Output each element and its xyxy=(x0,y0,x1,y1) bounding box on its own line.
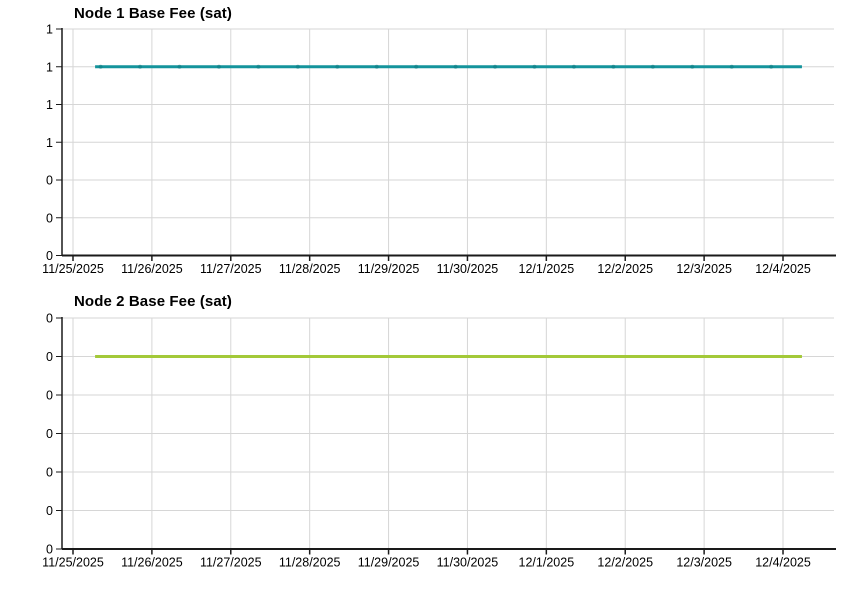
y-tick-label: 0 xyxy=(46,427,53,441)
y-tick-label: 1 xyxy=(46,60,53,74)
y-tick-label: 1 xyxy=(46,136,53,150)
data-point-marker xyxy=(138,64,143,69)
data-point-marker xyxy=(453,64,458,69)
y-tick-label: 0 xyxy=(46,389,53,403)
x-tick-label: 11/25/2025 xyxy=(42,556,104,570)
node2-base-fee-chart: Node 2 Base Fee (sat) 0 0 0 0 0 0 0 11/25/2025 1… xyxy=(0,288,860,600)
x-tick-label: 12/4/2025 xyxy=(755,262,811,276)
data-point-marker xyxy=(729,64,734,69)
x-tick-label: 12/1/2025 xyxy=(519,262,575,276)
data-point-marker xyxy=(414,64,419,69)
y-tick-label: 0 xyxy=(46,350,53,364)
x-tick-label: 11/29/2025 xyxy=(358,556,420,570)
x-tick-label: 11/30/2025 xyxy=(437,556,499,570)
x-tick-label: 12/3/2025 xyxy=(676,556,732,570)
node2-chart-title: Node 2 Base Fee (sat) xyxy=(74,293,232,310)
x-tick-label: 11/26/2025 xyxy=(121,556,183,570)
x-tick-label: 11/29/2025 xyxy=(358,262,420,276)
x-tick-label: 11/28/2025 xyxy=(279,262,341,276)
data-point-marker xyxy=(611,64,616,69)
y-tick-label: 0 xyxy=(46,249,53,263)
data-point-marker xyxy=(532,64,537,69)
y-tick-label: 1 xyxy=(46,98,53,112)
data-point-marker xyxy=(571,64,576,69)
y-tick-label: 0 xyxy=(46,543,53,557)
x-tick-label: 12/4/2025 xyxy=(755,556,811,570)
x-tick-label: 11/30/2025 xyxy=(437,262,499,276)
x-tick-label: 12/1/2025 xyxy=(519,556,575,570)
data-point-marker xyxy=(650,64,655,69)
data-point-marker xyxy=(98,64,103,69)
x-tick-label: 11/27/2025 xyxy=(200,262,262,276)
x-tick-label: 11/25/2025 xyxy=(42,262,104,276)
x-tick-label: 11/26/2025 xyxy=(121,262,183,276)
data-point-marker xyxy=(493,64,498,69)
data-point-marker xyxy=(177,64,182,69)
data-point-marker xyxy=(374,64,379,69)
y-tick-label: 0 xyxy=(46,174,53,188)
node1-chart-title: Node 1 Base Fee (sat) xyxy=(74,5,232,22)
x-tick-label: 11/27/2025 xyxy=(200,556,262,570)
node1-base-fee-chart: Node 1 Base Fee (sat) 1 1 1 1 0 0 0 11/25/2025 1… xyxy=(0,0,860,285)
y-tick-label: 0 xyxy=(46,312,53,326)
y-tick-label: 0 xyxy=(46,211,53,225)
data-point-marker xyxy=(769,64,774,69)
y-tick-label: 1 xyxy=(46,23,53,37)
data-point-marker xyxy=(216,64,221,69)
data-point-marker xyxy=(335,64,340,69)
y-tick-label: 0 xyxy=(46,466,53,480)
data-point-marker xyxy=(295,64,300,69)
x-tick-label: 12/2/2025 xyxy=(597,262,653,276)
y-tick-label: 0 xyxy=(46,504,53,518)
data-point-marker xyxy=(690,64,695,69)
x-tick-label: 12/2/2025 xyxy=(597,556,653,570)
data-point-marker xyxy=(256,64,261,69)
x-tick-label: 11/28/2025 xyxy=(279,556,341,570)
x-tick-label: 12/3/2025 xyxy=(676,262,732,276)
